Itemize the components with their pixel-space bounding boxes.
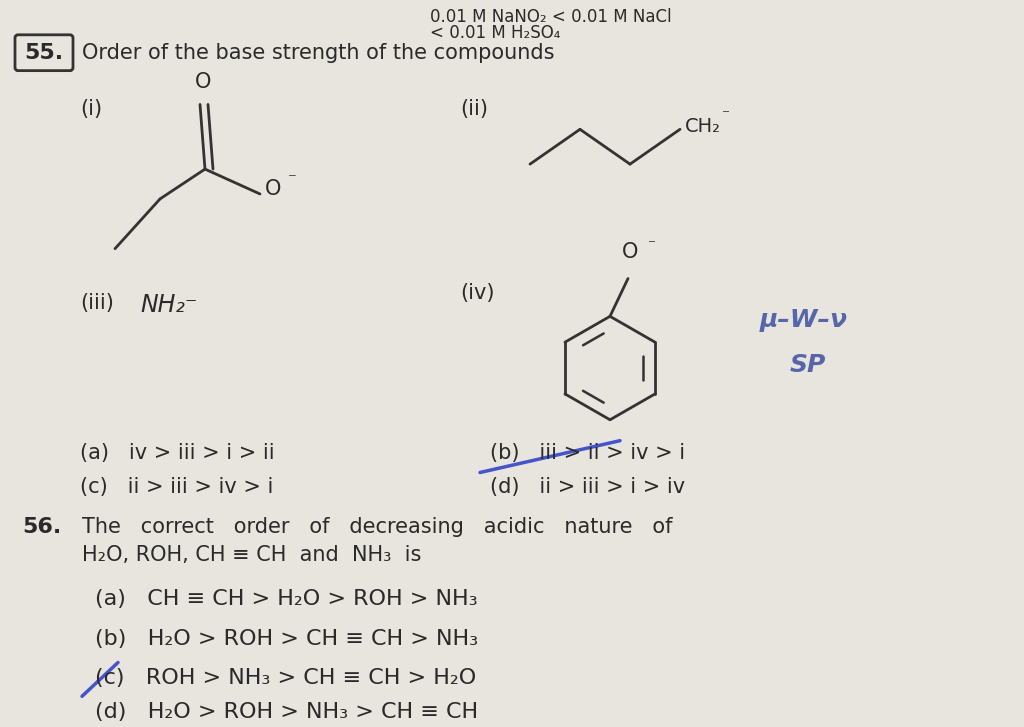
Text: (iii): (iii) (80, 294, 114, 313)
Text: CH₂: CH₂ (685, 117, 721, 136)
Text: ⁻: ⁻ (288, 170, 297, 188)
Text: (d)   H₂O > ROH > NH₃ > CH ≡ CH: (d) H₂O > ROH > NH₃ > CH ≡ CH (95, 702, 478, 723)
Text: μ–W–ν: μ–W–ν (760, 308, 848, 332)
Text: < 0.01 M H₂SO₄: < 0.01 M H₂SO₄ (430, 24, 560, 42)
Text: (ii): (ii) (460, 100, 488, 119)
Text: The   correct   order   of   decreasing   acidic   nature   of: The correct order of decreasing acidic n… (82, 518, 673, 537)
Text: (b)   iii > ii > iv > i: (b) iii > ii > iv > i (490, 443, 685, 462)
Text: (a)   iv > iii > i > ii: (a) iv > iii > i > ii (80, 443, 274, 462)
Text: H₂O, ROH, CH ≡ CH  and  NH₃  is: H₂O, ROH, CH ≡ CH and NH₃ is (82, 545, 421, 565)
Text: (c)   ii > iii > iv > i: (c) ii > iii > iv > i (80, 478, 273, 497)
Text: ⁻: ⁻ (722, 107, 730, 122)
Text: (iv): (iv) (460, 284, 495, 303)
Text: 55.: 55. (25, 43, 63, 63)
Text: O: O (622, 241, 638, 262)
Text: (d)   ii > iii > i > iv: (d) ii > iii > i > iv (490, 478, 685, 497)
Text: Order of the base strength of the compounds: Order of the base strength of the compou… (82, 43, 555, 63)
Text: 56.: 56. (22, 518, 61, 537)
Text: O: O (265, 179, 282, 199)
Text: SP: SP (790, 353, 826, 377)
Text: (i): (i) (80, 100, 102, 119)
Text: O: O (195, 71, 211, 92)
Text: (a)   CH ≡ CH > H₂O > ROH > NH₃: (a) CH ≡ CH > H₂O > ROH > NH₃ (95, 589, 477, 609)
Text: (b)   H₂O > ROH > CH ≡ CH > NH₃: (b) H₂O > ROH > CH ≡ CH > NH₃ (95, 629, 478, 648)
Text: ⁻: ⁻ (648, 237, 656, 252)
Text: (c)   ROH > NH₃ > CH ≡ CH > H₂O: (c) ROH > NH₃ > CH ≡ CH > H₂O (95, 668, 476, 688)
Text: 0.01 M NaNO₂ < 0.01 M NaCl: 0.01 M NaNO₂ < 0.01 M NaCl (430, 8, 672, 26)
FancyBboxPatch shape (15, 35, 73, 71)
Text: NH₂⁻: NH₂⁻ (140, 294, 198, 318)
